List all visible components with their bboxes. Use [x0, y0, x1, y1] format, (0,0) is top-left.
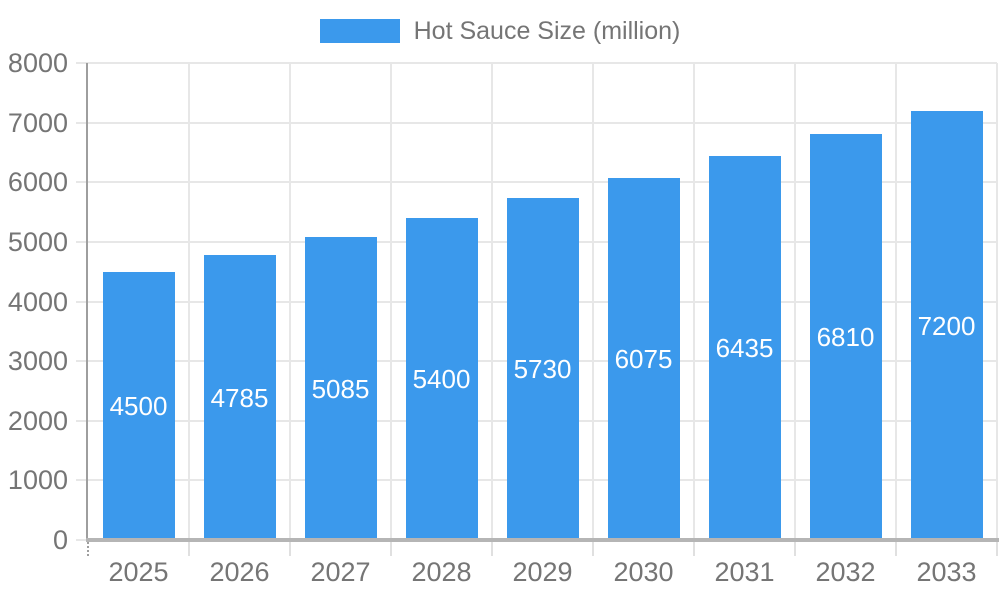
- x-axis-tick-label: 2030: [613, 557, 674, 587]
- x-gridline: [996, 63, 998, 540]
- bar-2027[interactable]: 5085: [304, 237, 377, 540]
- bar-2030[interactable]: 6075: [607, 178, 680, 540]
- y-axis-tick-label: 0: [52, 525, 68, 555]
- x-gridline: [491, 63, 493, 540]
- x-tick: [289, 542, 291, 556]
- y-axis-line: [86, 63, 88, 540]
- x-tick: [592, 542, 594, 556]
- y-tick: [76, 479, 88, 482]
- x-axis-tick-label: 2029: [512, 557, 573, 587]
- y-axis-tick-label: 3000: [7, 346, 68, 377]
- plot-area: 4500 4785 5085 5400 5730 6075 6435 6810 7200: [88, 62, 998, 540]
- y-gridline: [88, 121, 997, 124]
- x-gridline: [693, 63, 695, 540]
- x-gridline: [188, 63, 190, 540]
- y-axis-tick-label: 4000: [7, 286, 68, 317]
- x-gridline: [895, 63, 897, 540]
- x-axis-tick-label: 2031: [714, 557, 775, 587]
- y-tick: [76, 121, 88, 124]
- x-axis-line: [86, 538, 999, 542]
- x-gridline: [390, 63, 392, 540]
- x-tick: [794, 542, 796, 556]
- bar-2033[interactable]: 7200: [910, 111, 983, 540]
- y-tick: [76, 181, 88, 184]
- x-gridline: [289, 63, 291, 540]
- bar-value-label: 4785: [210, 382, 269, 413]
- x-axis-tick-label: 2028: [411, 557, 472, 587]
- y-axis-tick-label: 1000: [7, 465, 68, 496]
- x-tick: [491, 542, 493, 556]
- x-tick: [895, 542, 897, 556]
- x-tick: [390, 542, 392, 556]
- bar-value-label: 7200: [917, 310, 976, 341]
- y-tick: [76, 419, 88, 422]
- y-axis-tick-label: 8000: [7, 48, 68, 78]
- y-tick: [76, 240, 88, 243]
- x-tick: [188, 542, 190, 556]
- bar-2026[interactable]: 4785: [203, 255, 276, 540]
- bar-2028[interactable]: 5400: [405, 218, 478, 540]
- y-axis-tick-label: 7000: [7, 107, 68, 138]
- bar-value-label: 6075: [614, 344, 673, 374]
- x-axis-tick-label: 2032: [815, 557, 876, 587]
- x-axis-tick-label: 2033: [916, 557, 977, 587]
- legend-swatch[interactable]: [319, 19, 400, 43]
- bar-2031[interactable]: 6435: [708, 156, 781, 540]
- y-axis-tick-label: 5000: [7, 226, 68, 257]
- y-tick: [76, 62, 88, 64]
- y-tick: [76, 300, 88, 303]
- bar-value-label: 4500: [109, 391, 168, 421]
- legend[interactable]: Hot Sauce Size (million): [0, 16, 1000, 45]
- bar-2032[interactable]: 6810: [809, 134, 882, 540]
- x-gridline: [794, 63, 796, 540]
- bar-2025[interactable]: 4500: [102, 272, 175, 540]
- x-tick: [693, 542, 695, 556]
- bar-value-label: 5085: [311, 373, 370, 404]
- bar-value-label: 5400: [412, 364, 471, 394]
- y-gridline: [88, 62, 997, 64]
- bar-value-label: 6810: [816, 322, 875, 352]
- bar-value-label: 5730: [513, 354, 572, 384]
- x-axis-tick-label: 2027: [310, 557, 371, 587]
- x-gridline: [592, 63, 594, 540]
- y-tick: [76, 539, 88, 541]
- x-tick: [87, 542, 89, 556]
- x-tick: [996, 542, 998, 556]
- y-axis-tick-label: 2000: [7, 405, 68, 436]
- x-axis-tick-label: 2025: [108, 557, 169, 587]
- bar-2029[interactable]: 5730: [506, 198, 579, 540]
- y-tick: [76, 360, 88, 363]
- bar-value-label: 6435: [715, 333, 774, 363]
- y-axis-tick-label: 6000: [7, 167, 68, 198]
- y-gridline: [88, 181, 997, 184]
- x-axis-tick-label: 2026: [209, 557, 270, 587]
- legend-label[interactable]: Hot Sauce Size (million): [413, 16, 681, 45]
